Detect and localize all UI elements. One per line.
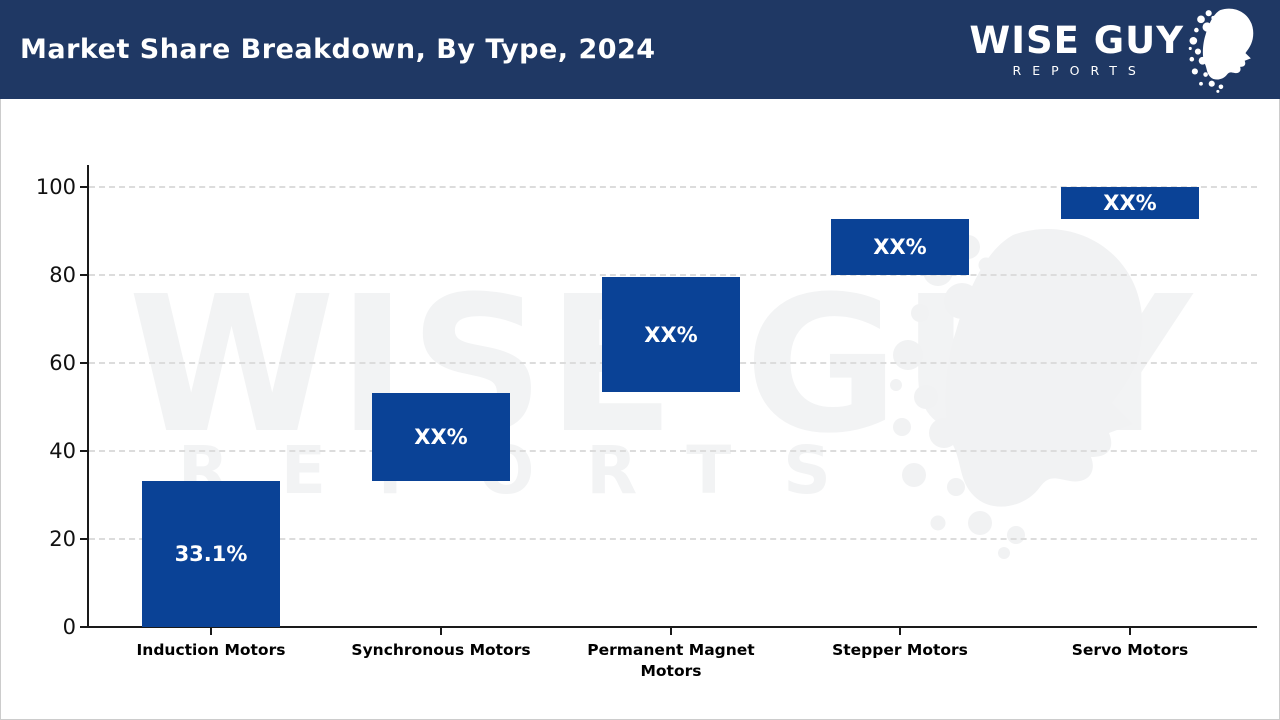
- bar-value-label: 33.1%: [174, 542, 248, 567]
- y-tick-label-40: 40: [49, 439, 76, 463]
- x-tick-synchronous-motors: [440, 628, 442, 635]
- bar-permanent-magnet-motors: XX%: [602, 277, 740, 393]
- y-tick-100: [80, 186, 88, 188]
- x-category-label-stepper-motors: Stepper Motors: [832, 641, 968, 659]
- x-category-label-synchronous-motors: Synchronous Motors: [351, 641, 531, 659]
- x-tick-servo-motors: [1129, 628, 1131, 635]
- y-tick-80: [80, 274, 88, 276]
- y-tick-40: [80, 450, 88, 452]
- page-title: Market Share Breakdown, By Type, 2024: [20, 34, 656, 65]
- y-tick-label-100: 100: [35, 175, 76, 199]
- gridline-40: [89, 450, 1257, 452]
- y-tick-label-20: 20: [49, 527, 76, 551]
- bar-value-label: XX%: [1103, 191, 1157, 216]
- y-tick-20: [80, 538, 88, 540]
- brand-name: WISE GUY: [969, 18, 1184, 62]
- bar-servo-motors: XX%: [1061, 187, 1199, 220]
- bar-synchronous-motors: XX%: [372, 392, 510, 482]
- brand-logo-text: WISE GUY REPORTS: [969, 22, 1184, 78]
- x-category-label-induction-motors: Induction Motors: [136, 641, 286, 659]
- y-tick-label-0: 0: [62, 615, 76, 639]
- x-tick-induction-motors: [210, 628, 212, 635]
- bar-value-label: XX%: [873, 235, 927, 260]
- y-tick-60: [80, 362, 88, 364]
- y-tick-label-60: 60: [49, 351, 76, 375]
- y-tick-label-80: 80: [49, 263, 76, 287]
- gridline-80: [89, 274, 1257, 276]
- header-bar: Market Share Breakdown, By Type, 2024 WI…: [0, 0, 1280, 99]
- x-tick-permanent-magnet-motors: [670, 628, 672, 635]
- bar-induction-motors: 33.1%: [142, 481, 280, 627]
- x-axis-line: [87, 626, 1257, 628]
- x-category-label-servo-motors: Servo Motors: [1071, 641, 1189, 659]
- gridline-100: [89, 186, 1257, 188]
- brand-logo: WISE GUY REPORTS: [969, 4, 1280, 96]
- brand-subtitle: REPORTS: [1012, 62, 1147, 78]
- y-tick-0: [80, 626, 88, 628]
- gridline-20: [89, 538, 1257, 540]
- bar-stepper-motors: XX%: [831, 219, 969, 275]
- bar-value-label: XX%: [414, 425, 468, 450]
- x-category-label-permanent-magnet-motors: Permanent Magnet Motors: [587, 641, 755, 680]
- bar-value-label: XX%: [644, 322, 698, 347]
- y-axis-line: [87, 165, 89, 628]
- x-tick-stepper-motors: [899, 628, 901, 635]
